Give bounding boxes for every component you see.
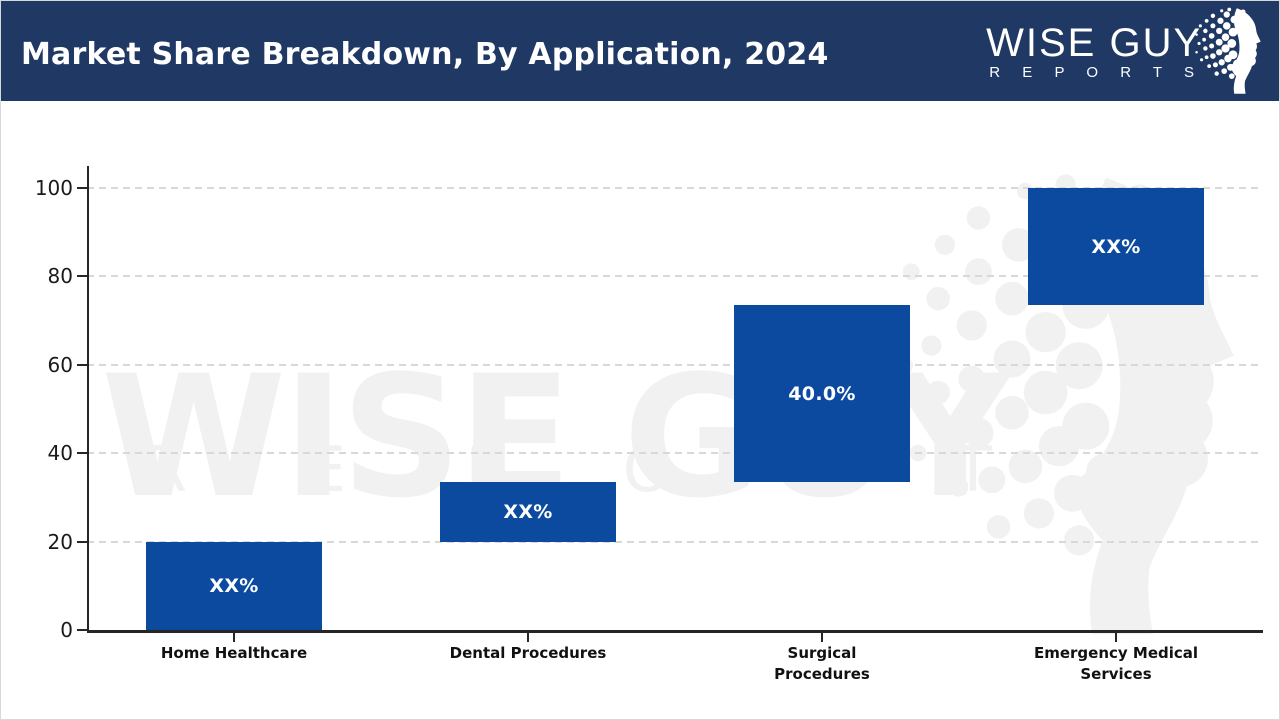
y-tick-100 [77, 187, 87, 189]
bar-1: XX% [146, 541, 322, 630]
x-tick-4 [1115, 633, 1117, 642]
bar-value-label: XX% [503, 500, 553, 523]
bar-4: XX% [1028, 188, 1204, 306]
page-title: Market Share Breakdown, By Application, … [21, 37, 829, 72]
logo-text: WISE GUY R E P O R T S [985, 22, 1203, 81]
y-tick-label-80: 80 [47, 264, 73, 289]
bar-value-label: 40.0% [788, 382, 856, 405]
bar-value-label: XX% [209, 574, 259, 597]
gridline-100 [87, 187, 1263, 189]
y-tick-label-20: 20 [47, 529, 73, 554]
gridline-20 [87, 540, 1263, 543]
y-tick-label-60: 60 [47, 352, 73, 377]
logo-subtitle: R E P O R T S [989, 63, 1203, 81]
category-label-2: Dental Procedures [449, 644, 607, 662]
y-tick-20 [77, 540, 87, 543]
y-tick-label-40: 40 [47, 441, 73, 466]
y-tick-80 [77, 275, 87, 278]
logo-face-icon [1189, 7, 1267, 95]
logo-wordmark: WISE GUY [986, 20, 1203, 65]
x-tick-1 [233, 633, 235, 642]
bar-2: XX% [440, 481, 616, 542]
header: Market Share Breakdown, By Application, … [1, 1, 1279, 101]
y-tick-40 [77, 452, 87, 455]
category-label-4: Emergency Medical Services [1033, 644, 1199, 683]
x-tick-2 [527, 633, 529, 642]
category-label-3: Surgical Procedures [774, 644, 870, 683]
y-tick-60 [77, 363, 87, 366]
gridline-60 [87, 363, 1263, 366]
wise-guy-reports-logo: WISE GUY R E P O R T S [985, 7, 1267, 95]
category-label-1: Home Healthcare [160, 644, 308, 662]
bar-3: 40.0% [734, 305, 910, 482]
y-tick-label-100: 100 [34, 176, 73, 200]
y-tick-0 [77, 629, 87, 631]
gridline-40 [87, 452, 1263, 455]
y-tick-label-0: 0 [60, 618, 73, 642]
y-axis [87, 166, 89, 632]
x-axis [87, 630, 1263, 633]
gridline-80 [87, 275, 1263, 278]
bar-value-label: XX% [1091, 235, 1141, 258]
x-tick-3 [821, 633, 823, 642]
